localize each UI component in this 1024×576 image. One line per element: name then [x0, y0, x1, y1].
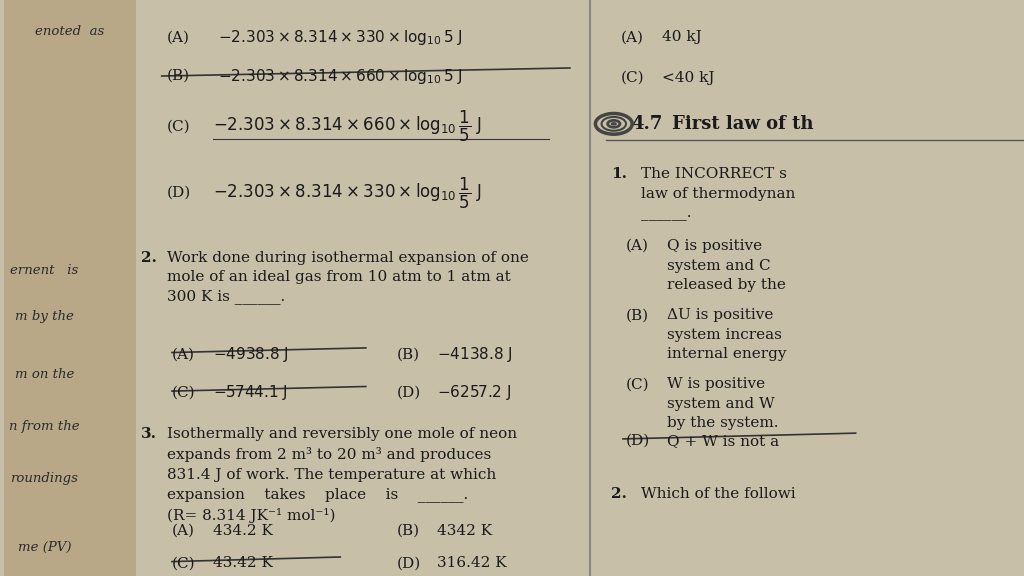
Text: (C): (C) [172, 386, 196, 400]
Text: 1.: 1. [610, 167, 627, 181]
Text: (C): (C) [172, 556, 196, 570]
Text: (C): (C) [621, 71, 644, 85]
Text: $-2.303\times8.314\times330\times\log_{10}\dfrac{1}{5}\ \mathrm{J}$: $-2.303\times8.314\times330\times\log_{1… [213, 175, 481, 211]
Text: The INCORRECT s
law of thermodynan
______.: The INCORRECT s law of thermodynan _____… [641, 167, 796, 221]
FancyBboxPatch shape [3, 0, 136, 576]
Text: Q is positive
system and C
released by the: Q is positive system and C released by t… [667, 239, 785, 292]
Text: enoted  as: enoted as [35, 25, 104, 38]
Text: (B): (B) [626, 308, 649, 322]
Text: (C): (C) [626, 377, 649, 391]
Text: $-5744.1\ \mathrm{J}$: $-5744.1\ \mathrm{J}$ [213, 384, 288, 402]
Text: $-2.303\times8.314\times660\times\log_{10}5\ \mathrm{J}$: $-2.303\times8.314\times660\times\log_{1… [218, 67, 463, 85]
Text: 316.42 K: 316.42 K [437, 556, 507, 570]
Text: 4342 K: 4342 K [437, 524, 493, 538]
Text: Work done during isothermal expansion of one
mole of an ideal gas from 10 atm to: Work done during isothermal expansion of… [167, 251, 528, 305]
Text: Isothermally and reversibly one mole of neon
expands from 2 m³ to 20 m³ and prod: Isothermally and reversibly one mole of … [167, 427, 517, 523]
Text: (D): (D) [396, 386, 421, 400]
Text: $-4138.8\ \mathrm{J}$: $-4138.8\ \mathrm{J}$ [437, 345, 513, 363]
Text: 4.7: 4.7 [631, 115, 663, 133]
Text: $-2.303\times8.314\times660\times\log_{10}\dfrac{1}{5}\ \mathrm{J}$: $-2.303\times8.314\times660\times\log_{1… [213, 109, 481, 145]
Text: (B): (B) [396, 347, 420, 361]
Text: $-4938.8\ \mathrm{J}$: $-4938.8\ \mathrm{J}$ [213, 345, 289, 363]
Circle shape [610, 122, 616, 126]
Text: me (PV): me (PV) [17, 541, 71, 554]
Text: (C): (C) [167, 120, 190, 134]
Text: roundings: roundings [10, 472, 78, 484]
Text: (B): (B) [167, 69, 190, 83]
Text: (B): (B) [396, 524, 420, 538]
Text: (A): (A) [172, 347, 195, 361]
Text: Which of the followi: Which of the followi [641, 487, 796, 501]
Text: $-2.303\times8.314\times330\times\log_{10}5\ \mathrm{J}$: $-2.303\times8.314\times330\times\log_{1… [218, 28, 463, 47]
Text: 40 kJ: 40 kJ [662, 31, 701, 44]
Text: ΔU is positive
system increas
internal energy: ΔU is positive system increas internal e… [667, 308, 786, 361]
Text: (D): (D) [626, 434, 650, 448]
Text: 434.2 K: 434.2 K [213, 524, 272, 538]
Text: 43.42 K: 43.42 K [213, 556, 272, 570]
Text: (D): (D) [167, 186, 191, 200]
Text: 3.: 3. [141, 427, 158, 441]
Text: 2.: 2. [610, 487, 627, 501]
Text: ernent   is: ernent is [10, 264, 79, 277]
Text: n from the: n from the [9, 420, 80, 433]
Text: First law of th: First law of th [672, 115, 813, 133]
Text: (A): (A) [626, 239, 649, 253]
Text: (A): (A) [621, 31, 644, 44]
Text: (A): (A) [167, 31, 189, 44]
Text: m by the: m by the [15, 310, 74, 323]
Text: <40 kJ: <40 kJ [662, 71, 715, 85]
Text: m on the: m on the [14, 368, 74, 381]
Text: (A): (A) [172, 524, 195, 538]
Text: 2.: 2. [141, 251, 158, 264]
Text: $-6257.2\ \mathrm{J}$: $-6257.2\ \mathrm{J}$ [437, 384, 511, 402]
Text: Q + W is not a: Q + W is not a [667, 434, 779, 448]
Text: (D): (D) [396, 556, 421, 570]
Text: W is positive
system and W
by the system.: W is positive system and W by the system… [667, 377, 778, 430]
